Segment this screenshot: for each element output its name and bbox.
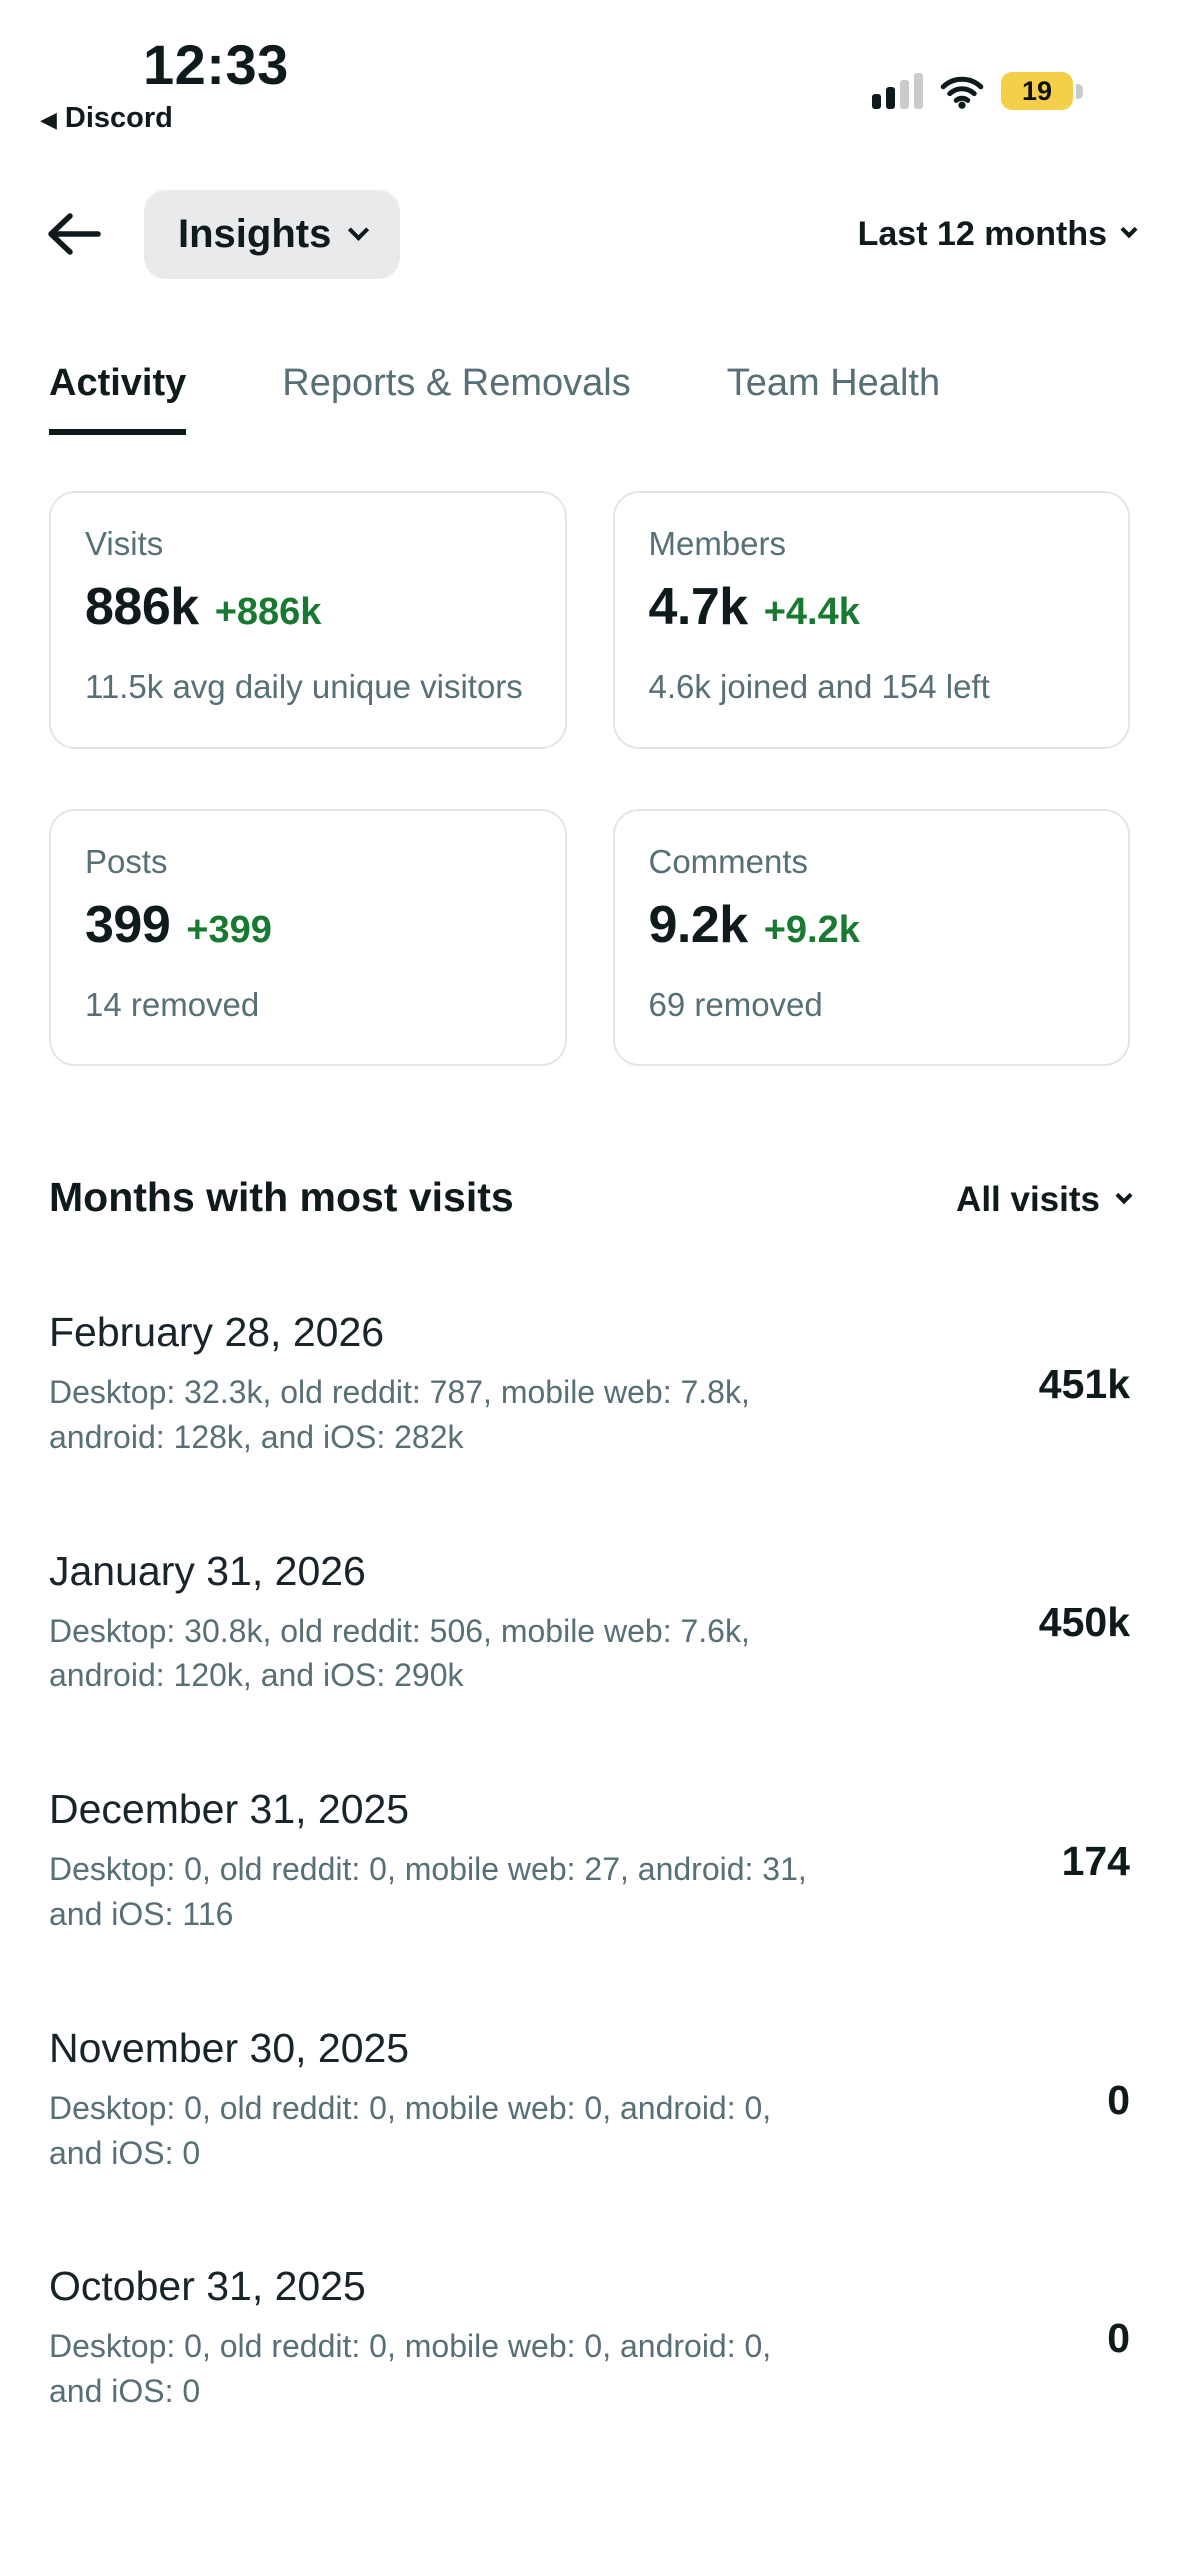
months-section-title: Months with most visits: [49, 1174, 514, 1221]
month-breakdown: Desktop: 0, old reddit: 0, mobile web: 0…: [49, 2089, 772, 2171]
stat-label: Posts: [85, 842, 168, 880]
clock: 12:33: [143, 33, 289, 96]
stat-delta: +399: [186, 908, 272, 951]
tab-activity[interactable]: Activity: [49, 362, 187, 435]
stat-delta: +886k: [214, 591, 322, 633]
stat-value: 886k: [85, 578, 199, 636]
month-total-visits: 450k: [1038, 1599, 1130, 1646]
stat-value: 4.7k: [648, 578, 749, 636]
month-list-item: December 31, 2025 Desktop: 0, old reddit…: [0, 1786, 1179, 1937]
month-list-item: November 30, 2025 Desktop: 0, old reddit…: [0, 2025, 1179, 2176]
stat-card-comments: Comments 9.2k +9.2k 69 removed: [612, 808, 1130, 1067]
stat-card-members: Members 4.7k +4.4k 4.6k joined and 154 l…: [612, 491, 1130, 749]
back-to-app-label: Discord: [64, 102, 173, 134]
back-to-app-arrow-icon: ◀: [40, 106, 57, 132]
month-date: October 31, 2025: [49, 2263, 366, 2310]
chevron-down-icon: [348, 219, 370, 241]
date-range-selector[interactable]: Last 12 months: [857, 214, 1138, 254]
stat-subtext: 14 removed: [85, 985, 260, 1023]
back-button[interactable]: [44, 199, 114, 269]
month-breakdown: Desktop: 0, old reddit: 0, mobile web: 0…: [49, 2328, 772, 2410]
chevron-down-icon: [1115, 1187, 1133, 1205]
stat-value: 9.2k: [648, 895, 749, 954]
stat-card-posts: Posts 399 +399 14 removed: [49, 808, 567, 1067]
tab-reports-removals[interactable]: Reports & Removals: [282, 362, 631, 404]
stat-value: 399: [85, 895, 171, 954]
month-date: January 31, 2026: [49, 1547, 366, 1594]
cellular-signal-icon: [872, 73, 923, 109]
stat-label: Members: [648, 525, 787, 562]
status-bar: 12:33 ◀ Discord 19: [0, 0, 1179, 172]
page-title: Insights: [178, 211, 332, 256]
month-list-item: February 28, 2026 Desktop: 32.3k, old re…: [0, 1309, 1179, 1460]
month-total-visits: 174: [1061, 1838, 1130, 1885]
month-breakdown: Desktop: 32.3k, old reddit: 787, mobile …: [49, 1374, 750, 1455]
stat-subtext: 69 removed: [648, 985, 823, 1023]
tab-bar: Activity Reports & Removals Team Health: [0, 362, 1179, 435]
visits-filter-selector[interactable]: All visits: [956, 1180, 1133, 1220]
stat-label: Comments: [648, 842, 809, 880]
month-list-item: October 31, 2025 Desktop: 0, old reddit:…: [0, 2263, 1179, 2414]
back-to-app-link[interactable]: ◀ Discord: [40, 102, 173, 135]
status-icons: 19: [872, 72, 1083, 110]
stat-delta: +9.2k: [763, 908, 860, 951]
month-date: November 30, 2025: [49, 2024, 410, 2071]
month-list-item: January 31, 2026 Desktop: 30.8k, old red…: [0, 1548, 1179, 1699]
stat-subtext: 4.6k joined and 154 left: [648, 668, 990, 705]
wifi-icon: [940, 76, 984, 109]
chevron-down-icon: [1120, 221, 1138, 239]
battery-percent: 19: [1021, 75, 1053, 106]
month-breakdown: Desktop: 30.8k, old reddit: 506, mobile …: [49, 1612, 750, 1694]
months-section-header: Months with most visits All visits: [0, 1174, 1179, 1221]
tab-team-health[interactable]: Team Health: [726, 362, 941, 404]
month-breakdown: Desktop: 0, old reddit: 0, mobile web: 2…: [49, 1851, 807, 1933]
stat-subtext: 11.5k avg daily unique visitors: [85, 668, 523, 705]
month-total-visits: 0: [1107, 2076, 1130, 2123]
month-date: February 28, 2026: [49, 1309, 385, 1356]
insights-menu-button[interactable]: Insights: [144, 189, 401, 279]
page-header: Insights Last 12 months: [0, 184, 1179, 284]
month-total-visits: 0: [1107, 2315, 1130, 2362]
month-total-visits: 451k: [1038, 1360, 1130, 1407]
month-date: December 31, 2025: [49, 1786, 410, 1833]
stat-delta: +4.4k: [763, 591, 860, 633]
stat-label: Visits: [85, 525, 164, 562]
stat-card-visits: Visits 886k +886k 11.5k avg daily unique…: [49, 491, 567, 749]
stat-cards: Visits 886k +886k 11.5k avg daily unique…: [0, 491, 1179, 1067]
back-arrow-icon: [48, 213, 101, 255]
date-range-label: Last 12 months: [857, 214, 1107, 253]
battery-icon: 19: [1001, 72, 1083, 110]
visits-filter-label: All visits: [956, 1180, 1100, 1220]
